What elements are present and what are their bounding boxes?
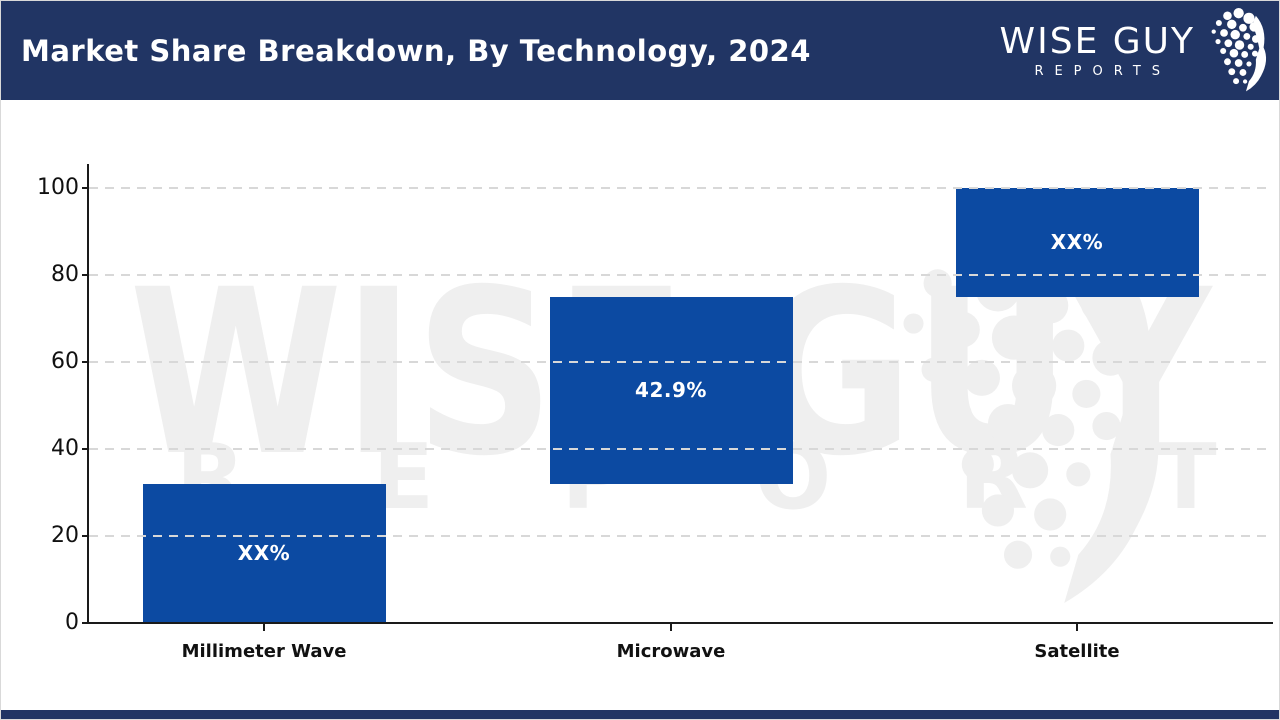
bar-value-label: XX% <box>1050 230 1104 255</box>
bar-segment: XX% <box>955 188 1199 297</box>
x-axis-line <box>87 622 1273 624</box>
chart-title: Market Share Breakdown, By Technology, 2… <box>21 33 811 68</box>
y-tick-label: 100 <box>37 175 79 200</box>
y-tick-label: 40 <box>51 436 79 461</box>
y-tick-label: 0 <box>65 610 79 635</box>
brand-logo: WISE GUY REPORTS <box>999 7 1280 94</box>
y-tick-label: 20 <box>51 523 79 548</box>
y-axis-line <box>87 164 89 624</box>
bar-segment: 42.9% <box>549 296 793 484</box>
bar-value-label: XX% <box>237 541 291 566</box>
x-category-label: Satellite <box>1034 641 1120 662</box>
brand-subname: REPORTS <box>1034 63 1172 79</box>
y-tick-mark <box>82 448 89 450</box>
face-profile-dots-icon <box>1211 7 1267 91</box>
x-tick-mark <box>1076 624 1078 631</box>
y-tick-mark <box>82 274 89 276</box>
y-tick-label: 80 <box>51 262 79 287</box>
y-tick-label: 60 <box>51 349 79 374</box>
y-tick-mark <box>82 535 89 537</box>
x-tick-mark <box>670 624 672 631</box>
brand-name: WISE GUY <box>999 20 1195 62</box>
bar-value-label: 42.9% <box>635 378 707 403</box>
gridline <box>89 535 1273 537</box>
y-tick-mark <box>82 622 89 624</box>
brand-logo-text: WISE GUY REPORTS <box>999 20 1196 79</box>
x-tick-mark <box>263 624 265 631</box>
bar-segment: XX% <box>142 483 386 623</box>
x-category-label: Microwave <box>616 641 726 662</box>
gridline <box>89 187 1273 189</box>
x-category-label: Millimeter Wave <box>181 641 347 662</box>
header: Market Share Breakdown, By Technology, 2… <box>1 1 1280 100</box>
gridline <box>89 361 1273 363</box>
gridline <box>89 274 1273 276</box>
y-tick-mark <box>82 187 89 189</box>
gridline <box>89 448 1273 450</box>
y-tick-mark <box>82 361 89 363</box>
footer-bar <box>1 710 1279 719</box>
